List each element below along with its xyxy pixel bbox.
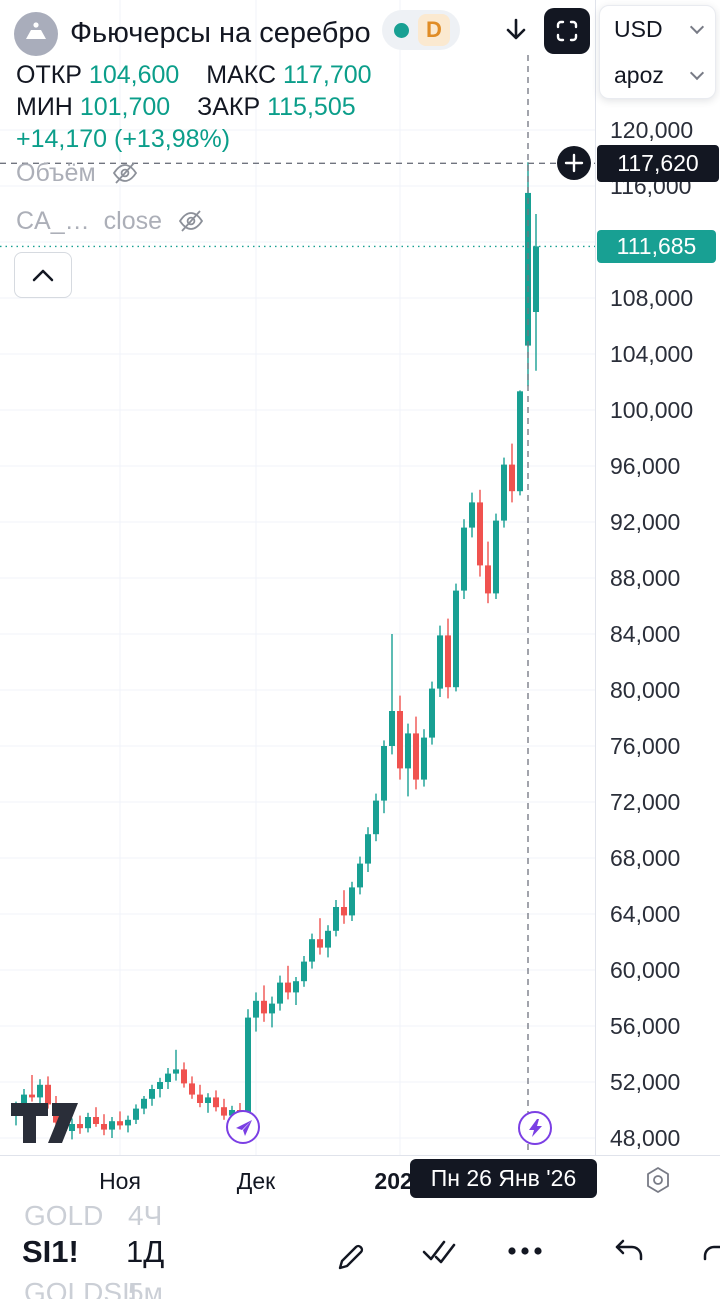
lightning-icon <box>529 1119 542 1137</box>
unit-label: apoz <box>614 61 664 88</box>
undo-button[interactable] <box>608 1231 648 1276</box>
chevron-down-icon <box>689 19 705 34</box>
next-interval-label: 5м <box>128 1277 163 1299</box>
volume-indicator-label: Объём <box>16 158 96 187</box>
next-symbol-label: GOLDSIL <box>24 1277 146 1299</box>
volume-indicator-row[interactable]: Объём <box>16 158 140 188</box>
indicators-icon <box>422 1240 456 1264</box>
more-button[interactable] <box>505 1231 545 1276</box>
crosshair-add-button[interactable] <box>557 146 591 181</box>
draw-button[interactable] <box>332 1231 372 1276</box>
prev-interval-label: 4Ч <box>128 1203 163 1231</box>
close-label: ЗАКР <box>197 93 261 121</box>
price-tick-label: 52,000 <box>610 1069 681 1095</box>
redo-button[interactable] <box>698 1231 720 1276</box>
eye-off-icon[interactable] <box>110 158 140 188</box>
ellipsis-icon <box>508 1247 542 1255</box>
pen-icon <box>338 1244 364 1270</box>
price-tick-label: 84,000 <box>610 621 681 647</box>
low-value: 101,700 <box>79 93 171 121</box>
symbol-button[interactable]: SI1! <box>22 1234 79 1269</box>
price-tick-label: 56,000 <box>610 1013 681 1039</box>
chevron-down-icon <box>689 65 705 80</box>
price-tick-label: 104,000 <box>610 341 694 367</box>
travel-event-badge[interactable] <box>226 1110 260 1144</box>
interval-button[interactable]: 1Д <box>126 1234 165 1269</box>
open-label: ОТКР <box>16 61 82 89</box>
prev-symbol-label: GOLD <box>24 1203 104 1231</box>
price-tick-label: 72,000 <box>610 789 681 815</box>
market-status-dot <box>394 22 409 38</box>
last-price-label: 111,685 <box>597 230 716 264</box>
price-tick-label: 68,000 <box>610 845 681 871</box>
price-tick-label: 120,000 <box>610 117 694 143</box>
price-tick-label: 76,000 <box>610 733 681 759</box>
undo-icon <box>615 1239 643 1261</box>
overlay-lines <box>0 55 595 1155</box>
indicators-button[interactable] <box>418 1231 460 1276</box>
ohlc-row-2: МИН 101,700 ЗАКР 115,505 <box>16 93 376 122</box>
download-button[interactable] <box>498 13 534 49</box>
price-tick-label: 64,000 <box>610 901 681 927</box>
grid-lines <box>0 0 595 1155</box>
fullscreen-icon <box>556 20 578 42</box>
flash-event-badge[interactable] <box>518 1111 552 1145</box>
price-tick-label: 108,000 <box>610 285 694 311</box>
tradingview-logo <box>8 1096 84 1155</box>
low-label: МИН <box>16 93 73 121</box>
price-tick-label: 60,000 <box>610 957 681 983</box>
high-value: 117,700 <box>283 61 372 89</box>
page-title[interactable]: Фьючерсы на серебро <box>70 17 371 49</box>
ohlc-row-1: ОТКР 104,600 МАКС 117,700 <box>16 61 392 90</box>
close-value: 115,505 <box>267 93 356 121</box>
redo-icon <box>703 1245 720 1261</box>
price-tick-label: 88,000 <box>610 565 681 591</box>
chevron-up-icon <box>32 269 54 282</box>
chart-area[interactable] <box>0 0 595 1155</box>
crosshair-date-tooltip: Пн 26 Янв '26 <box>410 1159 597 1198</box>
currency-label: USD <box>614 15 663 42</box>
candlestick-chart[interactable] <box>0 0 595 1155</box>
download-icon <box>506 18 526 40</box>
time-tick-label: Ноя <box>99 1168 141 1194</box>
open-value: 104,600 <box>88 61 180 89</box>
price-tick-label: 48,000 <box>610 1125 681 1151</box>
price-tick-label: 92,000 <box>610 509 681 535</box>
price-tick-label: 80,000 <box>610 677 681 703</box>
unit-selector-card: USD apoz <box>599 5 716 99</box>
change-value: +14,170 (+13,98%) <box>16 125 231 153</box>
interval-badge: D <box>418 14 450 46</box>
price-axis[interactable]: USD apoz 117,620 111,685 120,000 116,000 1… <box>595 0 720 1155</box>
airplane-icon <box>236 1120 252 1136</box>
eye-off-icon[interactable] <box>176 206 206 236</box>
price-tick-label: 96,000 <box>610 453 681 479</box>
time-tick-label: Дек <box>236 1168 276 1194</box>
crosshair-price-label: 117,620 <box>597 145 719 183</box>
visibility-settings-icon[interactable] <box>643 1165 673 1200</box>
interval-pill[interactable]: D <box>382 10 460 50</box>
currency-selector[interactable]: USD <box>600 6 715 52</box>
candles <box>13 162 539 1140</box>
price-tick-label: 100,000 <box>610 397 694 423</box>
bottom-toolbar: GOLD 4Ч SI1! 1Д GOLDSIL 5м <box>0 1203 720 1299</box>
unit-selector[interactable]: apoz <box>600 52 715 98</box>
ca-indicator-label: CA_… <box>16 206 90 235</box>
high-label: МАКС <box>206 61 277 89</box>
symbol-logo[interactable] <box>14 12 58 56</box>
collapse-legend-button[interactable] <box>14 252 72 298</box>
time-axis[interactable]: 2026 Дек Ноя Пн 26 Янв '26 <box>0 1155 720 1203</box>
ca-indicator-param: close <box>103 206 163 235</box>
ca-indicator-row[interactable]: CA_… close <box>16 206 206 236</box>
fullscreen-button[interactable] <box>544 8 590 54</box>
